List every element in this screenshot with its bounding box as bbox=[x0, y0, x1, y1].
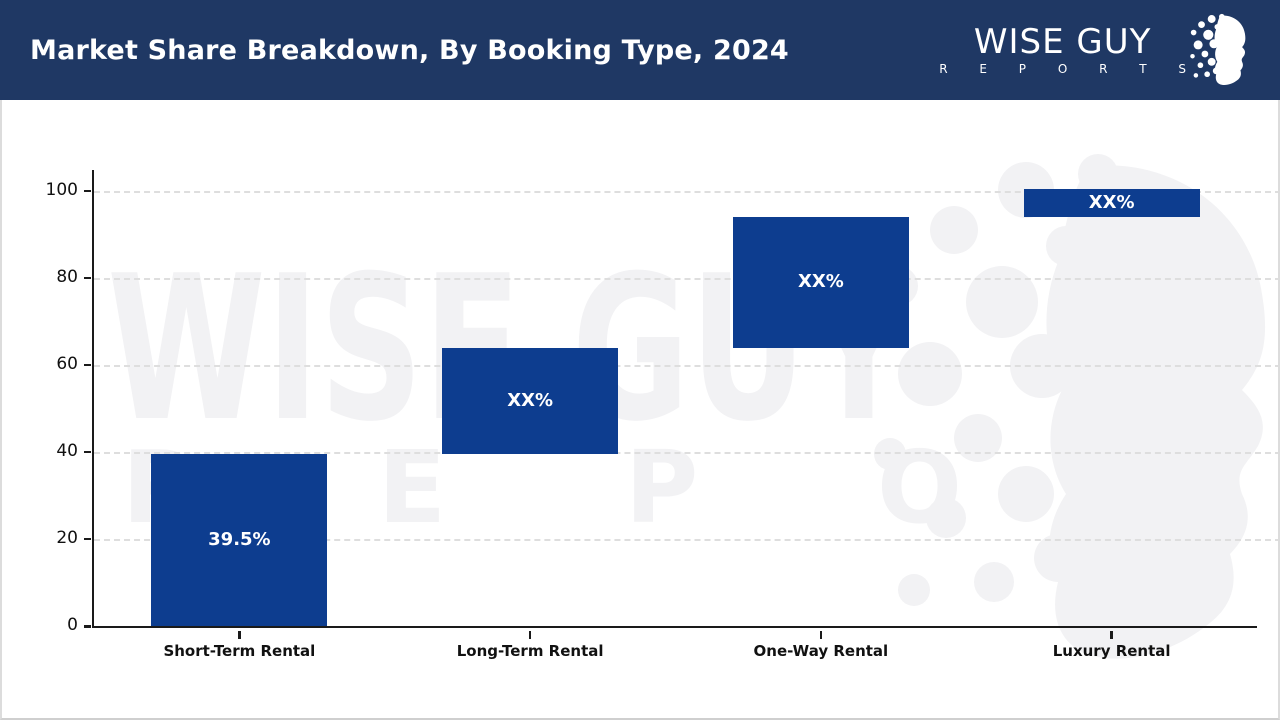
plot-area: 0 20 40 60 80 100 39.5% Short-Term Rental XX% Lon… bbox=[46, 170, 1278, 660]
logo-text: WISE GUY R E P O R T S bbox=[939, 25, 1186, 75]
y-tick-mark bbox=[84, 625, 91, 628]
bar-value-label: XX% bbox=[507, 389, 554, 411]
gridline bbox=[94, 277, 1278, 280]
gridline bbox=[94, 451, 1278, 454]
x-category-label: Long-Term Rental bbox=[456, 642, 604, 660]
bar: XX% bbox=[442, 347, 619, 455]
dot-face-icon bbox=[1188, 8, 1250, 92]
y-tick-label: 60 bbox=[56, 353, 78, 374]
y-tick-label: 20 bbox=[56, 527, 78, 548]
bar: XX% bbox=[732, 216, 909, 348]
y-tick-mark bbox=[84, 189, 91, 193]
y-tick-mark bbox=[84, 363, 91, 367]
gridline bbox=[94, 190, 1278, 193]
bar-value-label: XX% bbox=[797, 271, 844, 293]
bar: XX% bbox=[1023, 188, 1200, 217]
chart-card: WISE GUY R E P O R T S 02040608010039.5%… bbox=[0, 100, 1280, 720]
x-tick-mark bbox=[528, 630, 532, 639]
gridline bbox=[94, 364, 1278, 367]
x-category-label: Luxury Rental bbox=[1052, 642, 1171, 660]
y-tick-mark bbox=[84, 276, 91, 280]
y-tick-label: 100 bbox=[45, 179, 78, 200]
x-tick-mark bbox=[819, 630, 823, 639]
x-tick-mark bbox=[238, 630, 241, 639]
logo-reports-label: R E P O R T S bbox=[939, 62, 1200, 76]
x-category-label: Short-Term Rental bbox=[163, 642, 316, 660]
bar: 39.5% bbox=[151, 454, 328, 626]
gridline bbox=[94, 538, 1278, 541]
y-tick-mark bbox=[84, 537, 91, 541]
y-tick-mark bbox=[84, 450, 91, 454]
bar-value-label: XX% bbox=[1088, 191, 1135, 213]
bar-value-label: 39.5% bbox=[208, 529, 271, 551]
y-tick-label: 0 bbox=[67, 615, 78, 635]
logo: WISE GUY R E P O R T S bbox=[939, 8, 1250, 92]
y-tick-label: 40 bbox=[56, 440, 78, 461]
header: Market Share Breakdown, By Booking Type,… bbox=[0, 0, 1280, 100]
x-tick-mark bbox=[1110, 630, 1113, 639]
page-title: Market Share Breakdown, By Booking Type,… bbox=[30, 34, 789, 66]
logo-wordmark: WISE GUY bbox=[973, 22, 1152, 62]
x-category-label: One-Way Rental bbox=[753, 642, 889, 660]
y-tick-label: 80 bbox=[56, 266, 78, 287]
